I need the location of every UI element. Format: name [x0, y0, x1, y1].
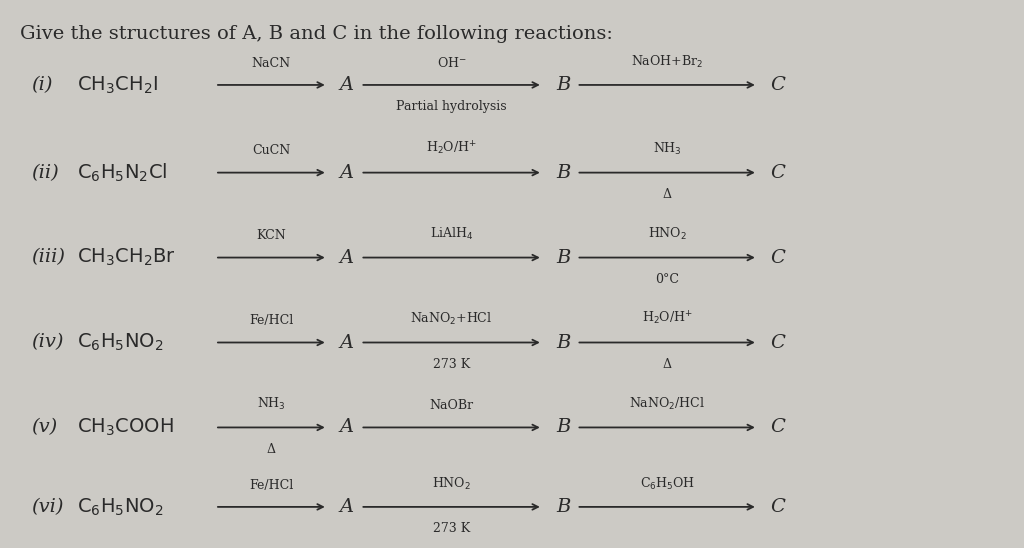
Text: NaOH+Br$_2$: NaOH+Br$_2$ [631, 54, 703, 70]
Text: $\mathrm{C_6H_5NO_2}$: $\mathrm{C_6H_5NO_2}$ [77, 496, 163, 517]
Text: NH$_3$: NH$_3$ [652, 141, 682, 157]
Text: Δ: Δ [663, 188, 672, 201]
Text: Δ: Δ [663, 358, 672, 371]
Text: H$_2$O/H$^{+}$: H$_2$O/H$^{+}$ [426, 140, 477, 157]
Text: Δ: Δ [267, 443, 275, 456]
Text: KCN: KCN [256, 229, 287, 242]
Text: A: A [340, 164, 354, 181]
Text: $\mathrm{CH_3CH_2Br}$: $\mathrm{CH_3CH_2Br}$ [77, 247, 175, 268]
Text: NaOBr: NaOBr [429, 399, 474, 412]
Text: 273 K: 273 K [433, 522, 470, 535]
Text: Partial hydrolysis: Partial hydrolysis [396, 100, 507, 113]
Text: C: C [770, 334, 785, 351]
Text: $\mathrm{C_6H_5N_2Cl}$: $\mathrm{C_6H_5N_2Cl}$ [77, 162, 167, 184]
Text: HNO$_2$: HNO$_2$ [648, 226, 686, 242]
Text: $\mathrm{CH_3COOH}$: $\mathrm{CH_3COOH}$ [77, 417, 173, 438]
Text: NH$_3$: NH$_3$ [257, 396, 286, 412]
Text: 0°C: 0°C [655, 273, 679, 286]
Text: Give the structures of A, B and C in the following reactions:: Give the structures of A, B and C in the… [20, 25, 613, 43]
Text: (ii): (ii) [31, 164, 58, 181]
Text: (iii): (iii) [31, 249, 65, 266]
Text: A: A [340, 249, 354, 266]
Text: (v): (v) [31, 419, 57, 436]
Text: CuCN: CuCN [252, 144, 291, 157]
Text: C: C [770, 76, 785, 94]
Text: B: B [556, 164, 570, 181]
Text: A: A [340, 334, 354, 351]
Text: A: A [340, 419, 354, 436]
Text: C: C [770, 249, 785, 266]
Text: $\mathrm{CH_3CH_2I}$: $\mathrm{CH_3CH_2I}$ [77, 75, 158, 95]
Text: B: B [556, 249, 570, 266]
Text: B: B [556, 76, 570, 94]
Text: B: B [556, 334, 570, 351]
Text: A: A [340, 498, 354, 516]
Text: HNO$_2$: HNO$_2$ [432, 476, 471, 492]
Text: C: C [770, 498, 785, 516]
Text: A: A [340, 76, 354, 94]
Text: NaNO$_2$+HCl: NaNO$_2$+HCl [411, 311, 493, 327]
Text: C$_6$H$_5$OH: C$_6$H$_5$OH [640, 476, 694, 492]
Text: (vi): (vi) [31, 498, 63, 516]
Text: LiAlH$_4$: LiAlH$_4$ [430, 226, 473, 242]
Text: (i): (i) [31, 76, 52, 94]
Text: (iv): (iv) [31, 334, 63, 351]
Text: Fe/HCl: Fe/HCl [249, 478, 294, 492]
Text: Fe/HCl: Fe/HCl [249, 314, 294, 327]
Text: C: C [770, 164, 785, 181]
Text: H$_2$O/H$^{+}$: H$_2$O/H$^{+}$ [642, 310, 692, 327]
Text: $\mathrm{C_6H_5NO_2}$: $\mathrm{C_6H_5NO_2}$ [77, 332, 163, 353]
Text: B: B [556, 498, 570, 516]
Text: B: B [556, 419, 570, 436]
Text: 273 K: 273 K [433, 358, 470, 371]
Text: OH$^{-}$: OH$^{-}$ [437, 55, 466, 70]
Text: NaNO$_2$/HCl: NaNO$_2$/HCl [629, 396, 706, 412]
Text: NaCN: NaCN [252, 56, 291, 70]
Text: C: C [770, 419, 785, 436]
